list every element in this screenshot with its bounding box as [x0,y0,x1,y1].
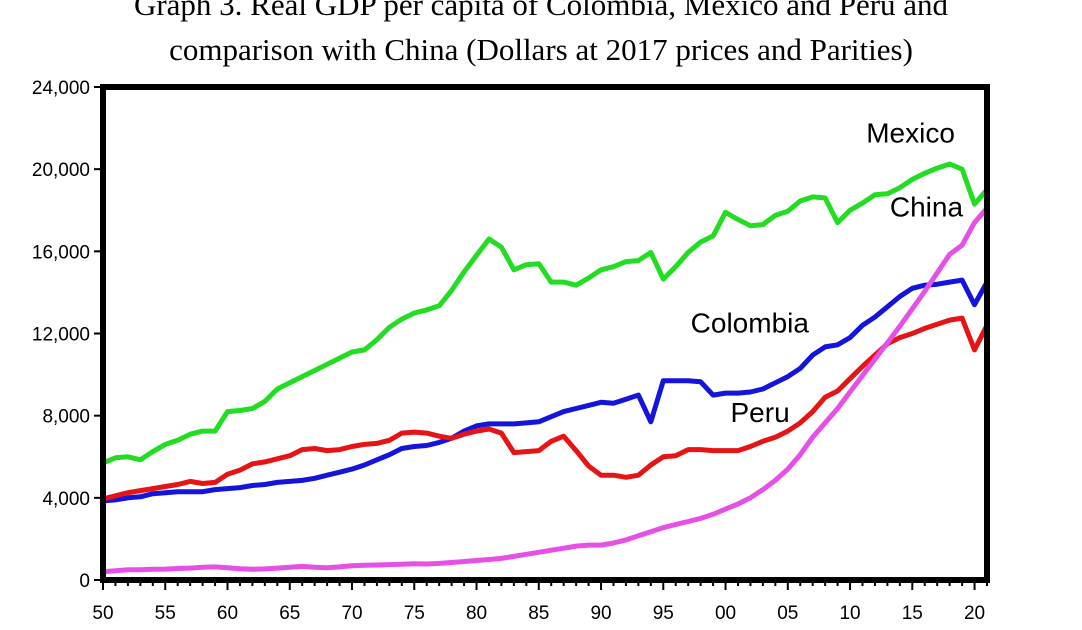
chart-title-line-1: Graph 3. Real GDP per capita of Colombia… [133,0,949,22]
series-label-colombia: Colombia [691,307,810,338]
x-tick-label: 65 [279,603,300,624]
x-tick-label: 80 [466,603,487,624]
x-tick-label: 75 [404,603,425,624]
x-tick-label: 10 [839,603,860,624]
x-tick-label: 90 [590,603,611,624]
chart-title-line-2: comparison with China (Dollars at 2017 p… [169,32,913,67]
x-tick-label: 05 [777,603,798,624]
series-label-layer: Mexico China Colombia Peru [691,117,964,427]
series-line-mexico [100,161,990,466]
series-label-mexico: Mexico [866,117,955,148]
series-label-peru: Peru [731,397,790,428]
y-tick-label: 16,000 [32,242,90,263]
x-tick-label: 20 [964,603,985,624]
series-line-peru [100,315,990,502]
x-tick-label: 85 [528,603,549,624]
series-label-china: China [890,191,964,222]
y-tick-label: 12,000 [32,325,90,346]
x-tick-label: 60 [217,603,238,624]
axis-layer: 0 4,000 8,000 12,000 16,000 20,000 24,000 50 55 6… [32,78,988,624]
series-layer [100,161,990,575]
series-line-china [100,205,990,575]
x-tick-label: 15 [902,603,923,624]
x-tick-label: 00 [715,603,736,624]
y-tick-label: 0 [79,571,90,592]
y-tick-label: 8,000 [42,407,90,428]
x-tick-label: 70 [341,603,362,624]
x-tick-label: 50 [92,603,113,624]
y-tick-label: 4,000 [42,489,90,510]
x-tick-label: 55 [155,603,176,624]
y-tick-label: 20,000 [32,160,90,181]
y-tick-label: 24,000 [32,78,90,99]
series-line-colombia [100,277,990,504]
x-tick-label: 95 [653,603,674,624]
